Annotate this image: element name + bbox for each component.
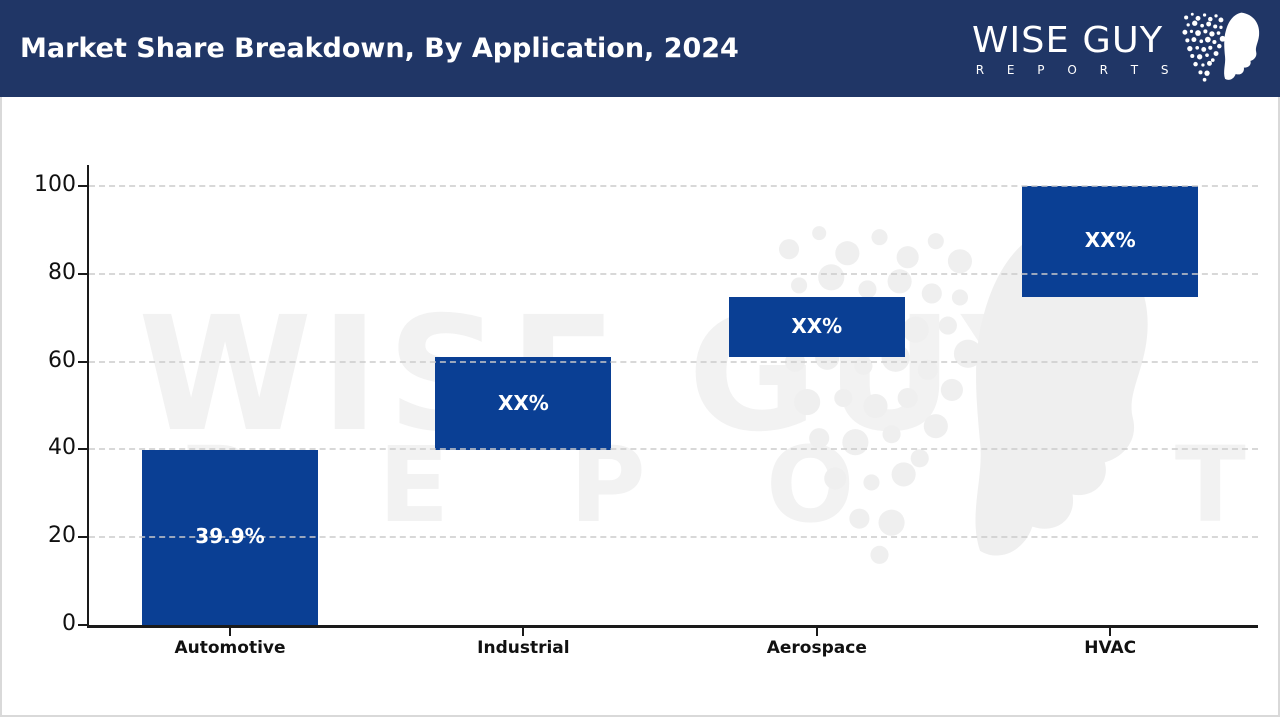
y-axis-tick	[78, 185, 87, 187]
y-axis-tick-label: 60	[48, 347, 76, 373]
gridline	[89, 448, 1258, 451]
header-bar: Market Share Breakdown, By Application, …	[0, 0, 1280, 97]
y-axis-tick	[78, 624, 87, 626]
x-axis-tick	[522, 627, 525, 636]
x-category-label: Automotive	[174, 638, 286, 658]
wiseguy-logo-text: WISE GUY R E P O R T S	[972, 20, 1178, 77]
logo-wordmark: WISE GUY	[971, 19, 1163, 61]
y-axis-tick	[78, 272, 87, 275]
y-axis-tick-label: 0	[62, 611, 76, 636]
bar	[1022, 186, 1199, 297]
x-axis-line	[87, 625, 1258, 628]
gridline	[89, 185, 1258, 187]
x-axis-tick	[815, 627, 818, 636]
gridline	[89, 272, 1258, 275]
x-category-label: Aerospace	[766, 638, 867, 658]
x-category-label: HVAC	[1084, 638, 1137, 658]
y-axis-tick-label: 100	[34, 172, 76, 197]
y-axis-line	[87, 165, 89, 627]
x-axis-tick	[1109, 627, 1112, 636]
y-axis-tick	[78, 448, 87, 451]
bar-value-label: XX%	[497, 390, 549, 415]
bar-value-label: XX%	[791, 313, 843, 338]
y-axis-tick-label: 20	[48, 523, 76, 549]
bar-value-label: 39.9%	[195, 524, 265, 549]
y-axis-tick-label: 40	[48, 435, 76, 461]
x-axis-tick	[229, 627, 231, 636]
x-category-label: Industrial	[477, 638, 570, 658]
logo-subtext: R E P O R T S	[975, 62, 1178, 77]
wiseguy-logo: WISE GUY R E P O R T S	[972, 8, 1266, 88]
wiseguy-face-dots-icon	[1182, 12, 1260, 82]
y-axis-tick	[78, 536, 87, 539]
y-axis-tick-label: 80	[48, 259, 76, 285]
bar-value-label: XX%	[1084, 228, 1136, 253]
bar	[435, 357, 612, 450]
chart-title: Market Share Breakdown, By Application, …	[20, 33, 739, 64]
gridline	[89, 360, 1258, 363]
y-axis-tick	[78, 360, 87, 363]
bar	[728, 296, 905, 358]
gridline	[89, 536, 1258, 539]
